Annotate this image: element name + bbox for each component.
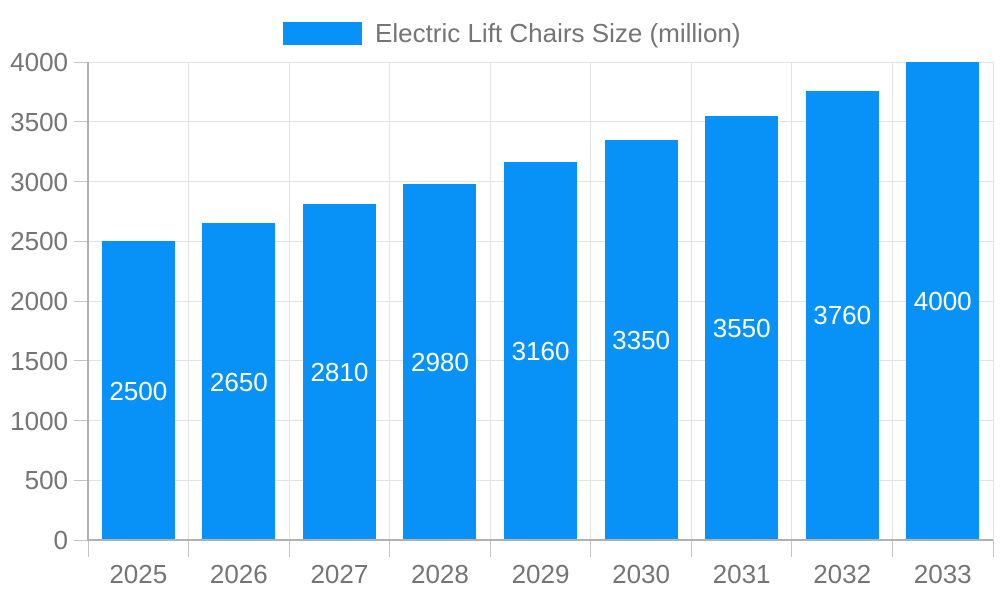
y-tick xyxy=(74,181,88,182)
v-gridline xyxy=(992,62,994,540)
bar-2028[interactable]: 2980 xyxy=(403,183,477,540)
bar-value-label: 3350 xyxy=(612,324,670,355)
x-tick xyxy=(288,540,290,557)
bar-value-label: 2500 xyxy=(109,375,168,406)
legend-label: Electric Lift Chairs Size (million) xyxy=(375,18,741,48)
y-tick xyxy=(74,479,88,481)
y-axis-label: 500 xyxy=(24,465,68,496)
x-axis-line xyxy=(88,539,993,541)
y-axis-label: 2000 xyxy=(10,286,68,316)
bar-2026[interactable]: 2650 xyxy=(202,223,276,540)
y-axis-line xyxy=(87,62,89,541)
v-gridline xyxy=(489,62,491,540)
bar-value-label: 2980 xyxy=(411,346,469,377)
x-tick xyxy=(690,540,692,557)
y-axis-label: 3500 xyxy=(10,106,68,137)
x-tick xyxy=(489,540,491,557)
h-gridline xyxy=(88,61,993,63)
bar-2033[interactable]: 4000 xyxy=(906,62,980,540)
y-tick xyxy=(74,360,88,362)
v-gridline xyxy=(188,62,190,540)
bar-value-label: 3550 xyxy=(712,312,771,343)
y-tick xyxy=(74,300,88,302)
y-tick xyxy=(74,240,88,242)
bar-value-label: 3160 xyxy=(511,336,570,367)
y-axis-label: 3000 xyxy=(10,166,68,197)
bar-2025[interactable]: 2500 xyxy=(101,241,175,540)
bar-2030[interactable]: 3350 xyxy=(604,139,678,540)
x-tick xyxy=(389,540,391,557)
x-tick xyxy=(992,540,994,557)
v-gridline xyxy=(891,62,893,540)
bar-2029[interactable]: 3160 xyxy=(504,162,577,540)
y-tick xyxy=(74,539,88,541)
x-tick xyxy=(791,540,793,557)
x-axis-label: 2033 xyxy=(913,559,972,589)
v-gridline xyxy=(690,62,692,540)
h-gridline xyxy=(88,121,993,123)
y-axis-label: 1000 xyxy=(10,405,68,436)
bar-2031[interactable]: 3550 xyxy=(705,115,779,540)
legend-item[interactable]: Electric Lift Chairs Size (million) xyxy=(283,20,741,46)
x-tick xyxy=(87,540,89,557)
x-axis-label: 2030 xyxy=(612,559,670,589)
x-axis-label: 2025 xyxy=(109,559,168,589)
legend-swatch xyxy=(283,21,362,45)
x-tick xyxy=(188,540,190,557)
bar-2027[interactable]: 2810 xyxy=(302,204,376,540)
x-axis-label: 2026 xyxy=(209,559,268,589)
v-gridline xyxy=(590,62,592,540)
bar-value-label: 2650 xyxy=(209,366,268,397)
y-axis-label: 2500 xyxy=(10,226,68,257)
y-tick xyxy=(74,420,88,421)
plot-area: 2500 2650 2810 2980 3160 3350 3550 3760 4000 xyxy=(87,61,994,541)
bar-value-label: 3760 xyxy=(813,300,872,331)
x-axis-label: 2028 xyxy=(411,559,469,589)
bar-2032[interactable]: 3760 xyxy=(805,90,879,540)
x-axis-label: 2031 xyxy=(712,559,771,589)
bar-value-label: 2810 xyxy=(310,357,369,388)
x-tick xyxy=(590,540,592,557)
bar-value-label: 4000 xyxy=(913,286,972,316)
x-tick xyxy=(891,540,893,557)
x-axis-label: 2029 xyxy=(511,559,570,589)
y-tick xyxy=(74,121,88,123)
x-axis-label: 2032 xyxy=(813,559,872,589)
v-gridline xyxy=(389,62,391,540)
x-axis-label: 2027 xyxy=(310,559,369,589)
v-gridline xyxy=(288,62,290,540)
v-gridline xyxy=(791,62,793,540)
y-tick xyxy=(74,61,88,63)
y-axis-label: 4000 xyxy=(10,47,68,77)
y-axis-label: 1500 xyxy=(10,345,68,376)
y-axis-label: 0 xyxy=(53,525,68,555)
